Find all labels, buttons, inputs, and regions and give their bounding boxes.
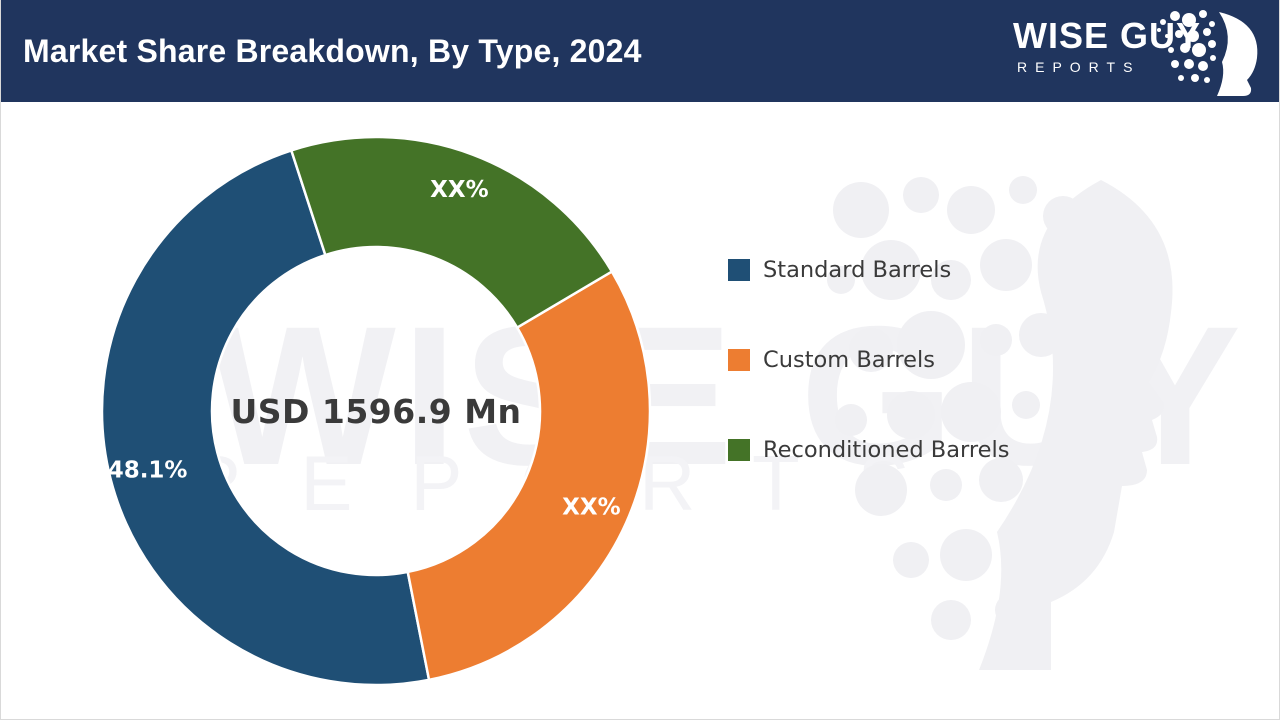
legend-swatch-standard-barrels xyxy=(728,259,750,281)
pie-slice-standard-barrels xyxy=(100,149,431,687)
legend-swatch-reconditioned-barrels xyxy=(728,439,750,461)
slice-percentage-label: 48.1% xyxy=(108,457,188,483)
legend-label-reconditioned-barrels: Reconditioned Barrels xyxy=(763,437,1010,463)
header: Market Share Breakdown, By Type, 2024 WI… xyxy=(1,0,1279,102)
legend-label-custom-barrels: Custom Barrels xyxy=(763,347,936,373)
chart-legend: Standard Barrels Custom Barrels Recondit… xyxy=(728,257,1010,528)
logo-face-icon xyxy=(1157,10,1258,96)
pie-slice-reconditioned-barrels xyxy=(290,135,614,329)
donut-chart: 48.1% XX% XX% xyxy=(100,135,652,687)
legend-item-reconditioned-barrels: Reconditioned Barrels xyxy=(728,437,1010,463)
slice-percentage-label: XX% xyxy=(562,494,621,520)
legend-item-custom-barrels: Custom Barrels xyxy=(728,347,1009,373)
pie-slice-custom-barrels xyxy=(406,270,652,682)
legend-item-standard-barrels: Standard Barrels xyxy=(728,257,1009,283)
logo-reports-text: REPORTS xyxy=(1017,59,1140,75)
legend-swatch-custom-barrels xyxy=(728,349,750,371)
page-title: Market Share Breakdown, By Type, 2024 xyxy=(23,32,642,69)
legend-label-standard-barrels: Standard Barrels xyxy=(763,257,952,283)
wise-guy-reports-logo: WISE GUY REPORTS xyxy=(1013,10,1258,96)
slice-percentage-label: XX% xyxy=(430,177,489,203)
